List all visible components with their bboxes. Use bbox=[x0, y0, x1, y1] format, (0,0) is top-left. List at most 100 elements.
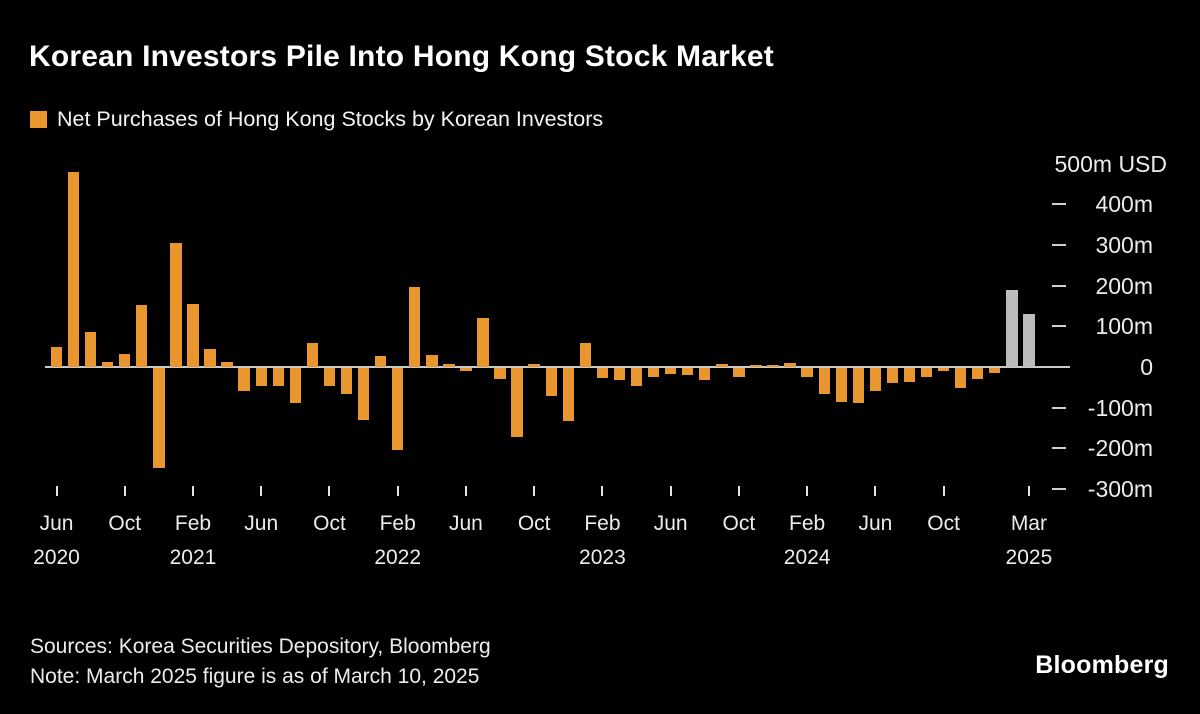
bar-nov-2021 bbox=[340, 368, 353, 394]
y-axis-tick-label: 300m bbox=[1095, 231, 1153, 258]
bar-jan-2024 bbox=[784, 362, 796, 367]
bar-jun-2022 bbox=[460, 368, 472, 371]
bar-jun-2021 bbox=[255, 368, 267, 386]
bar-may-2022 bbox=[443, 363, 455, 367]
y-axis-unit-label: 500m USD bbox=[1054, 151, 1167, 177]
bar-sep-2022 bbox=[511, 368, 523, 438]
y-axis-tick-row: -200m bbox=[0, 435, 1200, 461]
bar-sep-2024 bbox=[920, 368, 933, 377]
bar-dec-2021 bbox=[357, 368, 370, 420]
y-axis-tick-row: -100m bbox=[0, 395, 1200, 421]
bar-apr-2024 bbox=[835, 368, 847, 403]
bar-oct-2022 bbox=[528, 363, 540, 367]
bar-jan-2025 bbox=[989, 368, 1001, 373]
bar-jul-2022 bbox=[477, 318, 489, 367]
bar-aug-2022 bbox=[494, 368, 506, 380]
y-axis-tick-dash bbox=[1052, 203, 1066, 206]
bloomberg-logo: Bloomberg bbox=[1035, 651, 1169, 679]
x-axis-tick-mark bbox=[396, 486, 399, 496]
bar-feb-2024 bbox=[801, 368, 813, 378]
legend: Net Purchases of Hong Kong Stocks by Kor… bbox=[30, 107, 603, 132]
x-axis-tick-mark bbox=[601, 486, 604, 496]
bar-nov-2020 bbox=[136, 304, 148, 367]
bar-may-2021 bbox=[238, 368, 250, 391]
bar-sep-2023 bbox=[716, 363, 728, 367]
y-axis-tick-label: 400m bbox=[1095, 191, 1153, 218]
bar-dec-2022 bbox=[562, 368, 574, 422]
x-axis-month-label: Jun bbox=[858, 512, 893, 535]
bar-feb-2025 bbox=[1006, 289, 1018, 367]
y-axis-tick-dash bbox=[1052, 325, 1066, 328]
bar-apr-2022 bbox=[426, 354, 438, 367]
zero-baseline bbox=[45, 366, 1070, 368]
bar-feb-2022 bbox=[392, 368, 404, 450]
x-axis-year-label: 2023 bbox=[579, 546, 626, 569]
y-axis-tick-label: -300m bbox=[1087, 476, 1153, 503]
footer: Sources: Korea Securities Depository, Bl… bbox=[30, 632, 491, 691]
x-axis-tick-mark bbox=[123, 486, 126, 496]
bar-aug-2021 bbox=[289, 368, 302, 403]
bar-oct-2024 bbox=[937, 368, 950, 372]
bar-mar-2022 bbox=[409, 286, 421, 367]
bar-apr-2021 bbox=[221, 362, 233, 367]
y-axis-tick-dash bbox=[1052, 488, 1066, 491]
x-axis-month-label: Mar bbox=[1010, 512, 1047, 535]
x-axis-tick-mark bbox=[191, 486, 194, 496]
x-axis-tick-mark bbox=[942, 486, 945, 496]
x-axis-tick-mark bbox=[464, 486, 467, 496]
x-axis-year-label: 2025 bbox=[1005, 546, 1053, 569]
bar-jan-2021 bbox=[170, 242, 182, 367]
x-axis-tick-mark bbox=[669, 486, 672, 496]
x-axis-tick-mark bbox=[1027, 486, 1030, 496]
bar-jul-2021 bbox=[272, 368, 284, 386]
x-axis-tick-mark bbox=[806, 486, 809, 496]
x-axis-month-label: Jun bbox=[244, 512, 279, 535]
y-axis-tick-row: -300m bbox=[0, 476, 1200, 502]
bar-jan-2022 bbox=[374, 356, 387, 367]
legend-label: Net Purchases of Hong Kong Stocks by Kor… bbox=[57, 107, 604, 131]
bar-jan-2023 bbox=[579, 342, 592, 367]
bar-oct-2021 bbox=[323, 368, 336, 386]
y-axis-tick-dash bbox=[1052, 447, 1066, 450]
y-axis-tick-dash bbox=[1052, 243, 1066, 246]
bar-aug-2023 bbox=[699, 368, 711, 380]
bar-sep-2020 bbox=[101, 361, 114, 367]
bar-oct-2020 bbox=[119, 353, 131, 367]
bar-oct-2023 bbox=[733, 368, 745, 377]
x-axis-year-label: 2024 bbox=[783, 546, 831, 569]
bar-mar-2024 bbox=[818, 368, 830, 395]
bar-jul-2023 bbox=[682, 368, 694, 375]
bar-jun-2024 bbox=[869, 368, 882, 392]
x-axis-year-label: 2021 bbox=[169, 546, 217, 569]
x-axis-month-label: Oct bbox=[927, 512, 960, 535]
bar-may-2023 bbox=[647, 368, 660, 378]
x-axis-tick-mark bbox=[533, 486, 536, 496]
bar-may-2024 bbox=[852, 368, 864, 403]
x-axis-month-label: Feb bbox=[789, 512, 826, 535]
y-axis-tick-row: 200m bbox=[0, 273, 1200, 299]
bar-jul-2020 bbox=[67, 171, 80, 367]
x-axis-month-label: Feb bbox=[379, 512, 416, 535]
y-axis-tick-label: -100m bbox=[1087, 394, 1153, 421]
legend-swatch-icon bbox=[30, 111, 47, 128]
y-axis-tick-row: 0 bbox=[0, 354, 1200, 380]
bar-mar-2025 bbox=[1023, 314, 1035, 367]
y-axis-tick-dash bbox=[1052, 284, 1066, 287]
bar-sep-2021 bbox=[306, 342, 319, 367]
x-axis-month-label: Oct bbox=[517, 512, 551, 535]
x-axis-year-label: 2020 bbox=[33, 546, 80, 569]
x-axis-month-label: Jun bbox=[39, 512, 74, 535]
bar-aug-2020 bbox=[84, 331, 97, 367]
x-axis-tick-mark bbox=[874, 486, 877, 496]
y-axis-tick-dash bbox=[1052, 406, 1066, 409]
x-axis-tick-mark bbox=[260, 486, 263, 496]
y-axis-tick-label: -200m bbox=[1087, 435, 1153, 462]
x-axis-month-label: Jun bbox=[449, 512, 483, 535]
x-axis-month-label: Jun bbox=[653, 512, 688, 535]
bar-nov-2022 bbox=[545, 368, 557, 396]
bar-dec-2023 bbox=[767, 364, 779, 367]
bar-nov-2023 bbox=[750, 364, 762, 367]
x-axis-tick-mark bbox=[737, 486, 740, 496]
x-axis-tick-mark bbox=[55, 486, 58, 496]
